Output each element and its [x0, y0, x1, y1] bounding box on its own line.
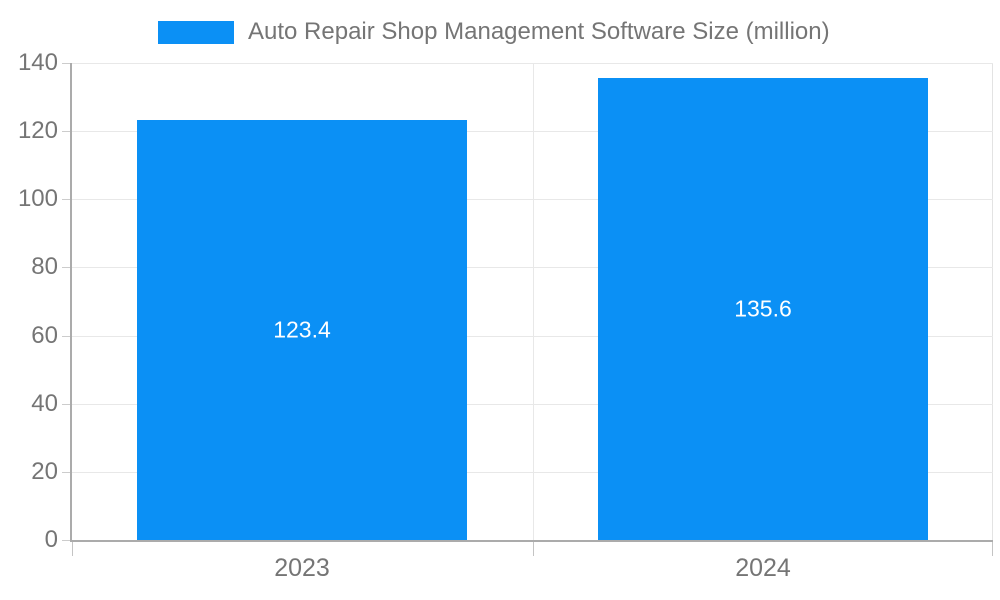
bar-2024: [598, 78, 928, 540]
gridline-y-80: [72, 267, 993, 268]
bar-value-label-2023: 123.4: [273, 316, 331, 343]
y-tick-mark-80: [62, 267, 70, 268]
y-axis: 0 20 40 60 80 100 120 140: [0, 49, 58, 553]
y-tick-mark-40: [62, 404, 70, 405]
y-tick-label-0: 0: [44, 526, 58, 553]
y-tick-mark-100: [62, 199, 70, 200]
gridline-x-boundary-1: [533, 63, 534, 540]
x-tick-mark-1: [533, 540, 534, 556]
x-tick-mark-2: [992, 540, 993, 556]
y-tick-mark-120: [62, 131, 70, 132]
gridline-y-40: [72, 404, 993, 405]
legend: Auto Repair Shop Management Software Siz…: [158, 18, 830, 46]
y-tick-label-80: 80: [31, 253, 58, 280]
y-tick-label-120: 120: [17, 117, 58, 144]
y-tick-mark-60: [62, 336, 70, 337]
gridline-y-100: [72, 199, 993, 200]
y-tick-label-60: 60: [31, 322, 58, 349]
legend-swatch: [158, 20, 234, 44]
y-tick-mark-140: [62, 63, 70, 64]
y-tick-label-40: 40: [31, 390, 58, 417]
bar-2023: [137, 120, 467, 540]
x-tick-label-2024: 2024: [735, 554, 791, 582]
x-tick-label-2023: 2023: [274, 554, 330, 582]
gridline-y-140: [72, 63, 993, 64]
gridline-y-60: [72, 336, 993, 337]
x-axis-line: [70, 540, 993, 542]
plot-right-border: [992, 63, 993, 540]
gridline-y-20: [72, 472, 993, 473]
x-tick-mark-0: [72, 540, 73, 556]
y-tick-label-20: 20: [31, 458, 58, 485]
legend-title: Auto Repair Shop Management Software Siz…: [248, 18, 830, 45]
y-tick-label-140: 140: [17, 49, 58, 76]
y-axis-line: [70, 63, 72, 540]
y-tick-mark-0: [62, 540, 70, 541]
gridline-y-120: [72, 131, 993, 132]
bar-value-label-2024: 135.6: [734, 295, 792, 322]
plot-area: 123.4 2023 135.6 2024: [62, 63, 993, 582]
y-tick-label-100: 100: [17, 185, 58, 212]
y-tick-mark-20: [62, 472, 70, 473]
